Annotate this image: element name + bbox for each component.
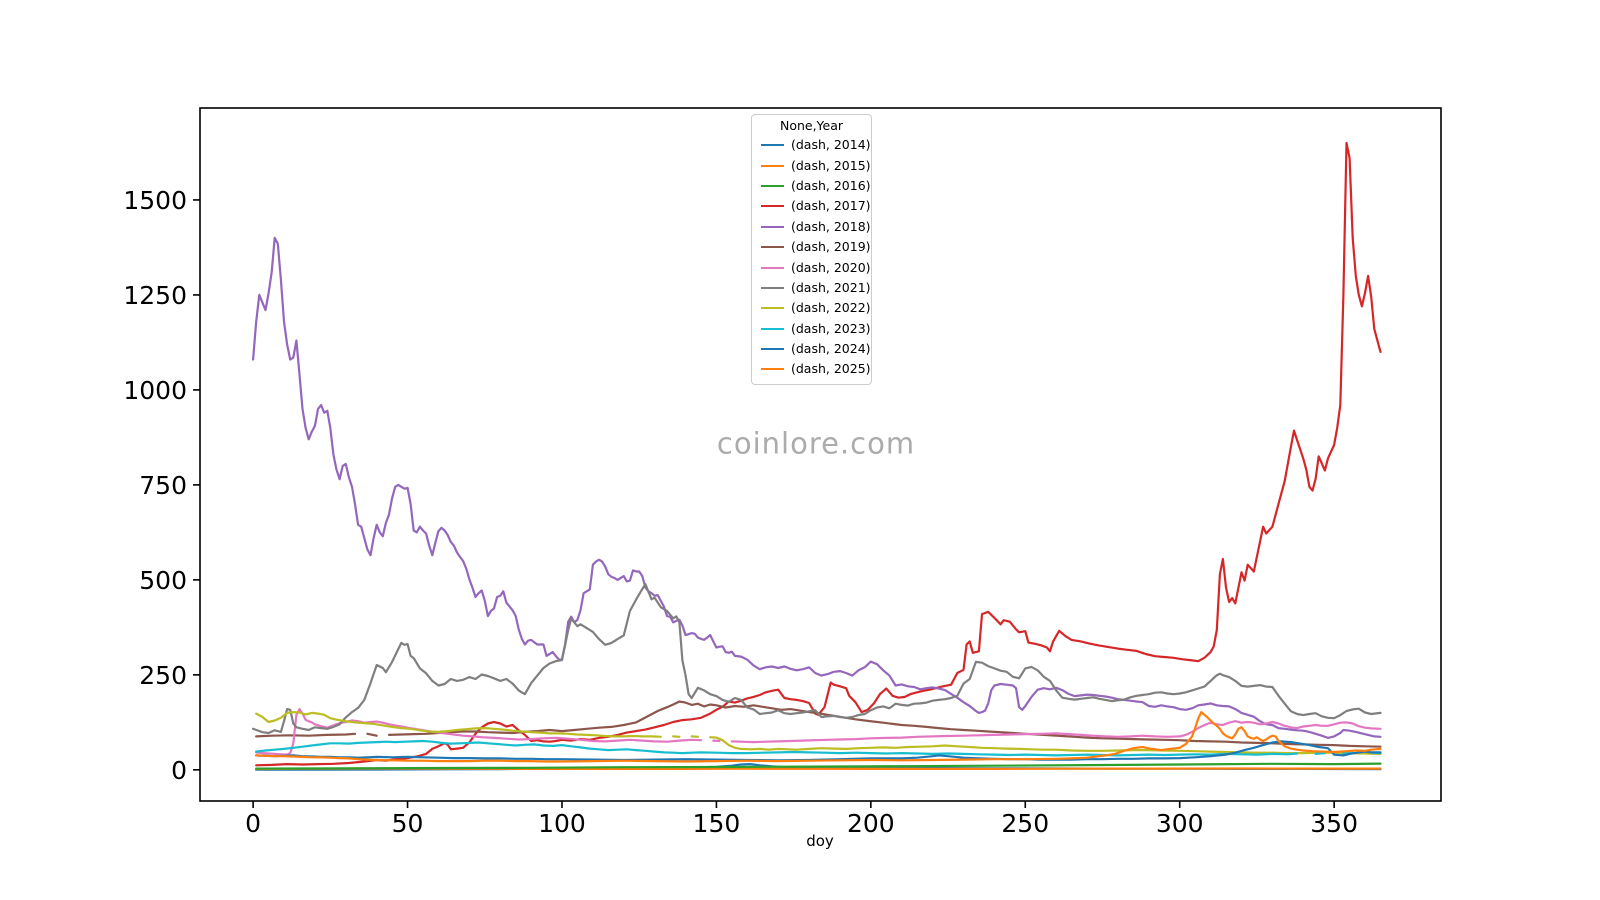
y-tick-label: 500 <box>139 566 187 595</box>
legend-line-swatch <box>761 327 784 330</box>
series-dash-2023 <box>255 739 1382 757</box>
legend-item-2020: (dash, 2020) <box>752 257 871 277</box>
legend-item-label: (dash, 2025) <box>791 361 871 377</box>
legend: None,Year (dash, 2014) (dash, 2015) (dash,… <box>751 114 872 385</box>
legend-item-2016: (dash, 2016) <box>752 176 871 196</box>
series-dash-2016 <box>255 762 1382 770</box>
series-dash-2022 <box>255 711 1382 755</box>
legend-line-swatch <box>761 184 784 187</box>
x-axis-label: doy <box>806 832 834 850</box>
legend-item-2021: (dash, 2021) <box>752 278 871 298</box>
series-dash-2021 <box>252 583 1382 735</box>
legend-line-swatch <box>761 225 784 228</box>
legend-line-swatch <box>761 164 784 167</box>
legend-item-2022: (dash, 2022) <box>752 298 871 318</box>
legend-item-2023: (dash, 2023) <box>752 319 871 339</box>
legend-item-2019: (dash, 2019) <box>752 237 871 257</box>
legend-line-swatch <box>761 368 784 371</box>
legend-items: (dash, 2014) (dash, 2015) (dash, 2016) (das… <box>752 135 871 380</box>
x-tick-label: 250 <box>1001 809 1049 838</box>
x-tick-label: 300 <box>1156 809 1204 838</box>
legend-item-label: (dash, 2024) <box>791 341 871 357</box>
legend-item-2024: (dash, 2024) <box>752 339 871 359</box>
legend-item-label: (dash, 2018) <box>791 218 871 234</box>
series-dash-2024 <box>255 740 1382 762</box>
x-tick-label: 350 <box>1310 809 1358 838</box>
legend-item-label: (dash, 2023) <box>791 320 871 336</box>
y-tick-label: 1000 <box>123 376 187 405</box>
legend-line-swatch <box>761 266 784 269</box>
legend-item-label: (dash, 2014) <box>791 137 871 153</box>
x-tick-label: 150 <box>693 809 741 838</box>
legend-line-swatch <box>761 307 784 310</box>
x-tick-label: 200 <box>847 809 895 838</box>
legend-item-label: (dash, 2020) <box>791 259 871 275</box>
legend-line-swatch <box>761 348 784 351</box>
y-tick-label: 1250 <box>123 281 187 310</box>
legend-item-label: (dash, 2022) <box>791 300 871 316</box>
legend-title: None,Year <box>779 118 844 133</box>
legend-item-2015: (dash, 2015) <box>752 155 871 175</box>
series-dash-2018 <box>252 236 1382 739</box>
legend-item-label: (dash, 2017) <box>791 198 871 214</box>
x-tick-label: 50 <box>392 809 424 838</box>
y-tick-label: 750 <box>139 471 187 500</box>
y-tick-label: 1500 <box>123 186 187 215</box>
legend-item-label: (dash, 2015) <box>791 157 871 173</box>
x-tick-label: 100 <box>538 809 586 838</box>
legend-item-2018: (dash, 2018) <box>752 217 871 237</box>
legend-line-swatch <box>761 286 784 289</box>
series-dash-2020 <box>255 708 1382 756</box>
legend-item-2017: (dash, 2017) <box>752 196 871 216</box>
series-dash-2025 <box>255 711 1382 763</box>
legend-item-label: (dash, 2016) <box>791 177 871 193</box>
legend-line-swatch <box>761 144 784 147</box>
x-tick-label: 0 <box>245 809 261 838</box>
legend-item-2014: (dash, 2014) <box>752 135 871 155</box>
legend-line-swatch <box>761 205 784 208</box>
series-dash-2019 <box>255 700 1382 748</box>
legend-item-label: (dash, 2019) <box>791 239 871 255</box>
y-tick-label: 0 <box>171 756 187 785</box>
legend-item-2025: (dash, 2025) <box>752 359 871 379</box>
legend-line-swatch <box>761 246 784 249</box>
legend-item-label: (dash, 2021) <box>791 279 871 295</box>
watermark-text: coinlore.com <box>716 426 916 461</box>
y-tick-label: 250 <box>139 661 187 690</box>
